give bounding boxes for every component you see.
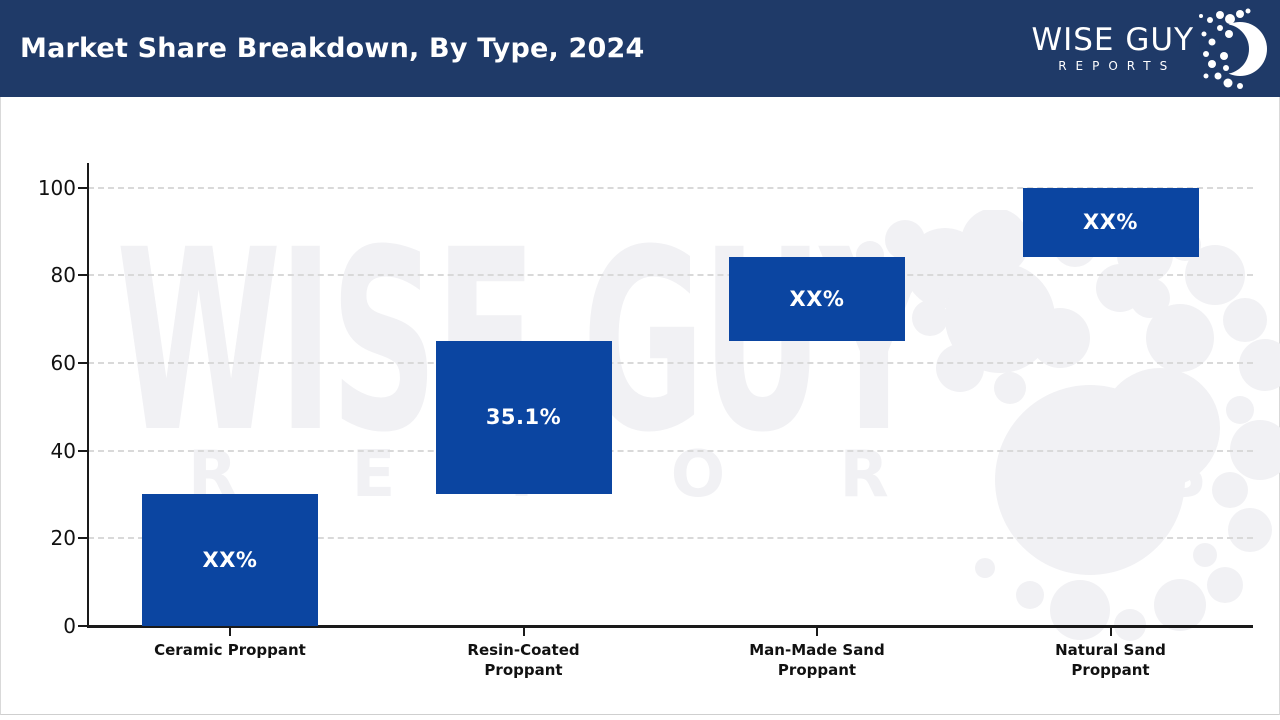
y-tick-label: 100 [37,175,76,200]
bar-segment[interactable]: 35.1% [435,340,612,495]
x-axis-tick [816,628,818,636]
gridline [88,361,1253,364]
y-axis-tick [78,537,87,540]
x-axis-spine [87,625,1253,628]
x-axis-tick [522,628,525,636]
x-tick-label: Natural Sand Proppant [1055,641,1166,679]
y-tick-label: 40 [50,438,76,463]
x-axis-tick [1109,628,1112,636]
bar-segment[interactable]: XX% [1022,187,1199,257]
y-axis-tick [78,274,87,277]
bar-value-label: XX% [789,286,845,311]
bar-segment[interactable]: XX% [729,256,905,341]
logo-text: WISE GUY REPORTS [1031,22,1194,73]
logo-wiseguy-label: WISE GUY [1031,22,1194,58]
y-tick-label: 20 [50,526,76,551]
wise-guy-reports-logo: WISE GUY REPORTS [1031,6,1280,92]
bar-value-label: 35.1% [485,405,562,430]
gridline [88,449,1253,452]
header-bar: Market Share Breakdown, By Type, 2024 WI… [0,0,1280,97]
y-tick-label: 0 [63,614,76,638]
y-axis-tick [78,361,87,364]
gridline [88,274,1253,277]
x-tick-label: Ceramic Proppant [154,641,306,659]
x-tick-label: Man-Made Sand Proppant [749,641,885,679]
x-tick-label: Resin-Coated Proppant [467,641,580,679]
y-tick-label: 80 [50,263,76,288]
bar-value-label: XX% [1083,210,1138,235]
x-axis-tick [229,628,231,636]
bar-segment[interactable]: XX% [142,494,318,626]
bar-value-label: XX% [202,548,258,573]
y-axis-tick [78,449,87,452]
y-tick-label: 60 [50,350,76,375]
logo-head-icon [1199,8,1267,89]
gridline [88,186,1253,189]
chart-title: Market Share Breakdown, By Type, 2024 [20,33,645,64]
y-axis-tick [78,186,87,189]
y-axis-spine [87,163,89,627]
gridline [88,537,1253,540]
logo-reports-label: REPORTS [1058,59,1177,73]
y-axis-tick [78,625,87,627]
